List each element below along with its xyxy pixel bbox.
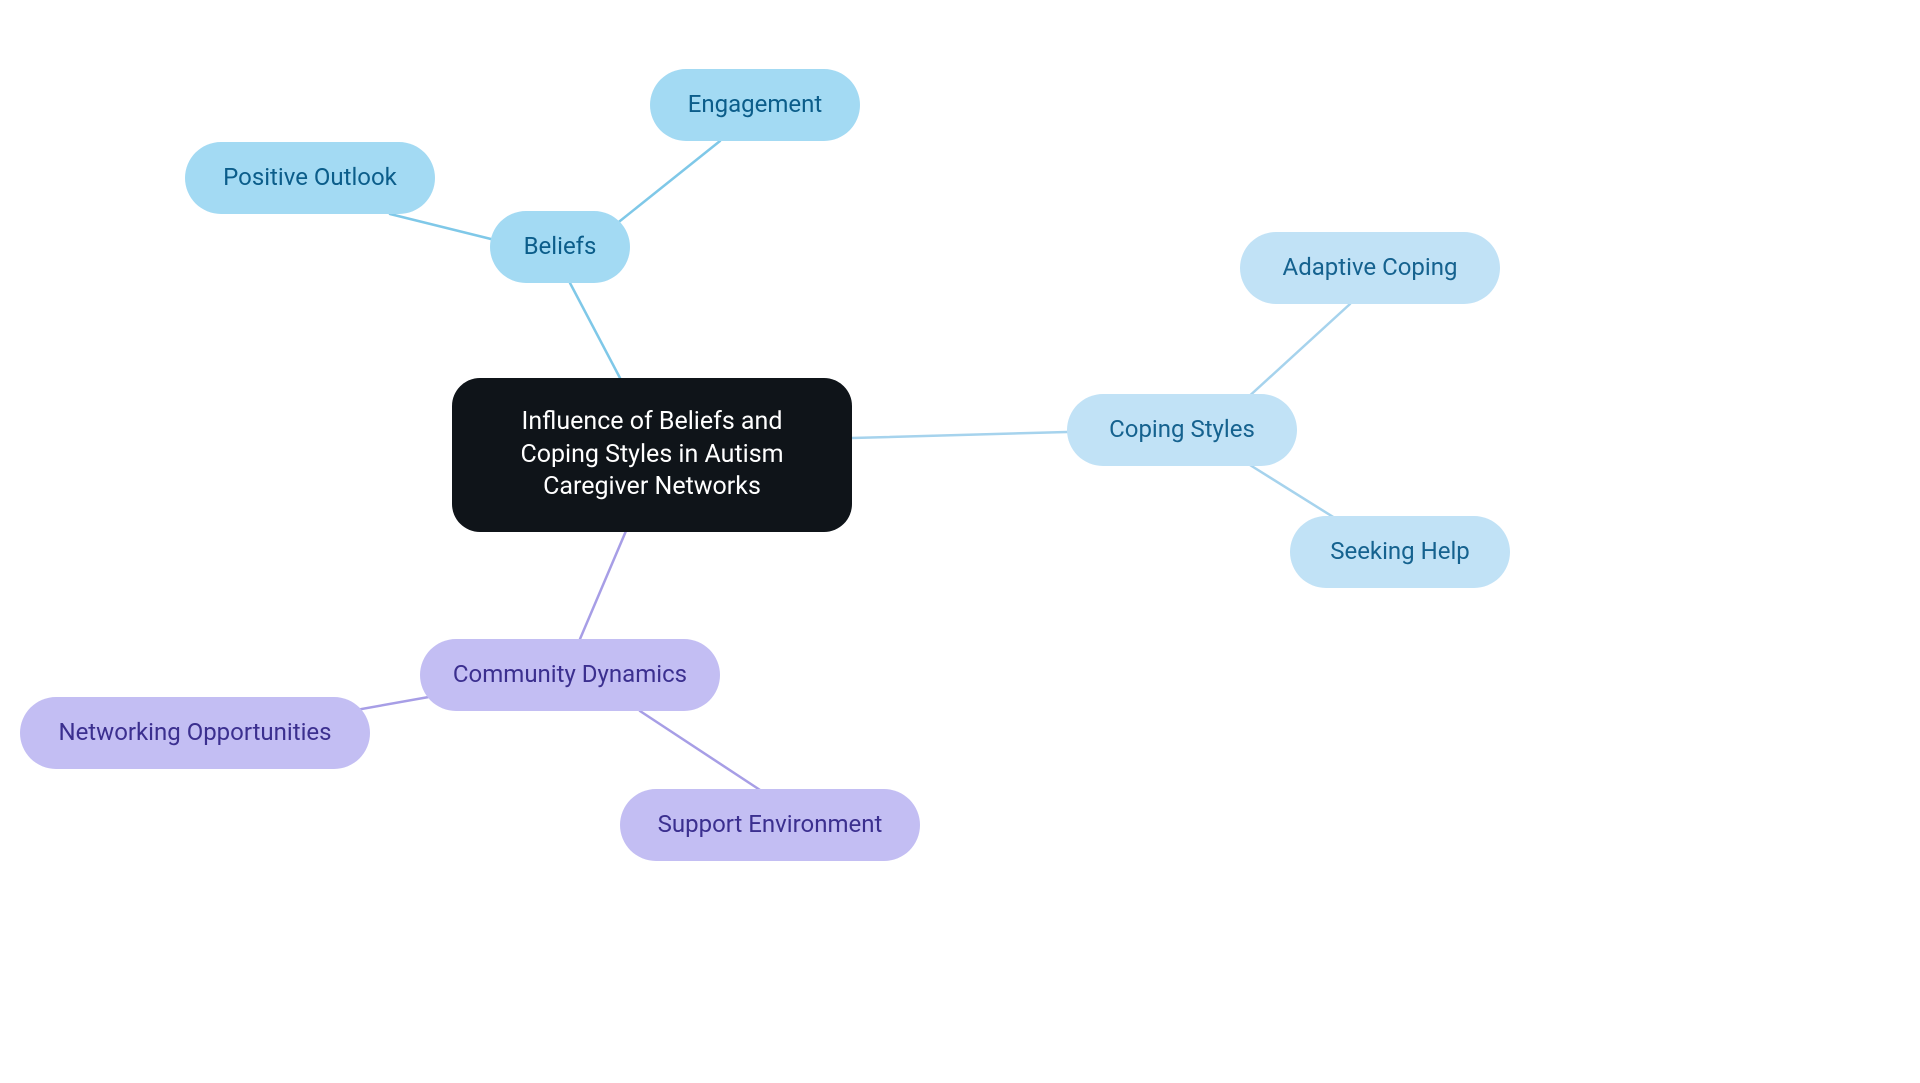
edge-community-dynamics-support-environment <box>640 711 760 790</box>
edge-coping-styles-adaptive-coping <box>1245 304 1350 400</box>
node-community-dynamics[interactable]: Community Dynamics <box>420 639 720 711</box>
edge-central-coping-styles <box>852 432 1067 438</box>
node-seeking-help[interactable]: Seeking Help <box>1290 516 1510 588</box>
edge-central-beliefs <box>570 283 620 378</box>
node-adaptive-coping[interactable]: Adaptive Coping <box>1240 232 1500 304</box>
node-networking-opportunities[interactable]: Networking Opportunities <box>20 697 370 769</box>
edge-beliefs-positive-outlook <box>390 214 495 240</box>
node-coping-styles[interactable]: Coping Styles <box>1067 394 1297 466</box>
node-central[interactable]: Influence of Beliefs and Coping Styles i… <box>452 378 852 532</box>
edge-beliefs-engagement <box>615 141 720 225</box>
node-beliefs[interactable]: Beliefs <box>490 211 630 283</box>
node-support-environment[interactable]: Support Environment <box>620 789 920 861</box>
node-engagement[interactable]: Engagement <box>650 69 860 141</box>
node-positive-outlook[interactable]: Positive Outlook <box>185 142 435 214</box>
